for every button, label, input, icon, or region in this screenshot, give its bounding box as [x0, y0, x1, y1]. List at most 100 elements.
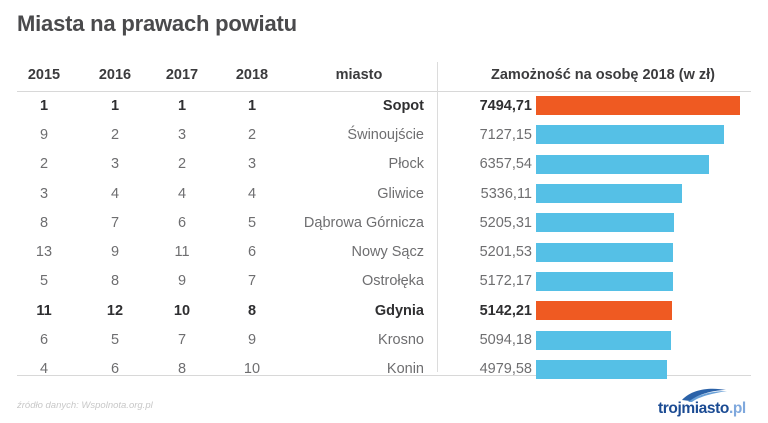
table-row: 1 1 1 1 Sopot 7494,71 — [0, 91, 768, 120]
rank-2015: 2 — [39, 156, 49, 173]
bar-track — [536, 325, 756, 354]
rank-2017: 10 — [173, 302, 191, 319]
value-bar — [536, 184, 682, 204]
city-name: Konin — [386, 361, 424, 378]
logo-name: trojmiasto — [658, 400, 729, 417]
value-label: 7494,71 — [479, 97, 532, 114]
rank-2018: 1 — [247, 97, 257, 114]
wave-swoosh-icon — [682, 388, 727, 402]
value-bar — [536, 96, 740, 116]
bar-track — [536, 267, 756, 296]
bar-track — [536, 91, 756, 120]
rank-2018: 10 — [243, 361, 261, 378]
value-label: 5172,17 — [479, 273, 532, 290]
column-divider — [437, 62, 438, 372]
rank-2015: 5 — [39, 273, 49, 290]
table-row: 6 5 7 9 Krosno 5094,18 — [0, 325, 768, 354]
rank-2017: 11 — [174, 244, 190, 261]
rank-2016: 4 — [110, 185, 120, 202]
rank-2015: 13 — [35, 244, 53, 261]
rank-2015: 9 — [39, 126, 49, 143]
table-row: 3 4 4 4 Gliwice 5336,11 — [0, 179, 768, 208]
column-header-value: Zamożność na osobę 2018 (w zł) — [491, 66, 715, 83]
table-row: 11 12 10 8 Gdynia 5142,21 — [0, 296, 768, 325]
value-label: 5094,18 — [479, 332, 532, 349]
rank-2016: 6 — [110, 361, 120, 378]
city-name: Nowy Sącz — [351, 244, 424, 261]
city-name: Dąbrowa Górnicza — [303, 214, 424, 231]
rank-2018: 6 — [247, 244, 257, 261]
trojmiasto-logo[interactable]: trojmiasto.pl — [658, 388, 754, 418]
rank-2017: 1 — [177, 97, 187, 114]
rank-2016: 8 — [110, 273, 120, 290]
city-name: Krosno — [378, 332, 424, 349]
rank-2018: 5 — [247, 214, 257, 231]
rank-2017: 2 — [177, 156, 187, 173]
rank-2016: 3 — [110, 156, 120, 173]
rank-2015: 11 — [36, 302, 52, 319]
value-bar — [536, 154, 709, 174]
table-row: 2 3 2 3 Płock 6357,54 — [0, 150, 768, 179]
table-row: 8 7 6 5 Dąbrowa Górnicza 5205,31 — [0, 208, 768, 237]
rank-2016: 12 — [106, 302, 124, 319]
rank-2018: 2 — [247, 126, 257, 143]
value-label: 7127,15 — [479, 126, 532, 143]
rank-2017: 8 — [177, 361, 187, 378]
header-divider — [17, 91, 751, 92]
bar-track — [536, 120, 756, 149]
rank-2018: 7 — [247, 273, 257, 290]
bar-track — [536, 237, 756, 266]
city-name: Świnoujście — [347, 126, 424, 143]
city-name: Ostrołęka — [361, 273, 424, 290]
page-title: Miasta na prawach powiatu — [17, 11, 297, 36]
rank-2016: 5 — [110, 332, 120, 349]
rank-2016: 9 — [110, 244, 120, 261]
rank-2017: 3 — [177, 126, 187, 143]
city-name: Gliwice — [377, 185, 424, 202]
rank-2017: 7 — [177, 332, 187, 349]
value-bar — [536, 301, 672, 321]
bar-track — [536, 355, 756, 384]
value-bar — [536, 242, 673, 262]
value-bar — [536, 359, 667, 379]
city-name: Sopot — [382, 97, 424, 114]
rank-2017: 4 — [177, 185, 187, 202]
table-row: 13 9 11 6 Nowy Sącz 5201,53 — [0, 237, 768, 266]
rank-2016: 7 — [110, 214, 120, 231]
table-body: 1 1 1 1 Sopot 7494,71 9 2 3 2 Świnoujście 7127,15 2 3… — [0, 91, 768, 384]
city-name: Płock — [388, 156, 424, 173]
value-label: 5336,11 — [480, 185, 532, 202]
value-bar — [536, 213, 674, 233]
rank-2018: 3 — [247, 156, 257, 173]
bar-track — [536, 208, 756, 237]
value-label: 4979,58 — [479, 361, 532, 378]
value-bar — [536, 125, 724, 145]
rank-2017: 9 — [177, 273, 187, 290]
value-label: 5142,21 — [479, 302, 532, 319]
rank-2015: 8 — [39, 214, 49, 231]
source-note: źródło danych: Wspolnota.org.pl — [17, 400, 153, 411]
column-header-2017: 2017 — [165, 66, 199, 83]
table-row: 4 6 8 10 Konin 4979,58 — [0, 355, 768, 384]
rank-2018: 8 — [247, 302, 257, 319]
bar-track — [536, 179, 756, 208]
city-name: Gdynia — [374, 302, 424, 319]
value-label: 5201,53 — [479, 244, 532, 261]
column-header-city: miasto — [335, 66, 383, 83]
value-label: 6357,54 — [479, 156, 532, 173]
rank-2016: 2 — [110, 126, 120, 143]
rank-2015: 3 — [39, 185, 49, 202]
bar-track — [536, 296, 756, 325]
rank-2018: 4 — [247, 185, 257, 202]
column-header-2018: 2018 — [235, 66, 269, 83]
footer-divider — [17, 375, 751, 376]
table-row: 5 8 9 7 Ostrołęka 5172,17 — [0, 267, 768, 296]
logo-wordmark: trojmiasto.pl — [658, 400, 746, 418]
rank-2018: 9 — [247, 332, 257, 349]
table-header-row: 2015 2016 2017 2018 miasto Zamożność na … — [0, 58, 768, 91]
value-bar — [536, 330, 671, 350]
bar-track — [536, 150, 756, 179]
ranking-table: 2015 2016 2017 2018 miasto Zamożność na … — [0, 58, 768, 384]
value-label: 5205,31 — [479, 214, 532, 231]
rank-2015: 4 — [39, 361, 49, 378]
